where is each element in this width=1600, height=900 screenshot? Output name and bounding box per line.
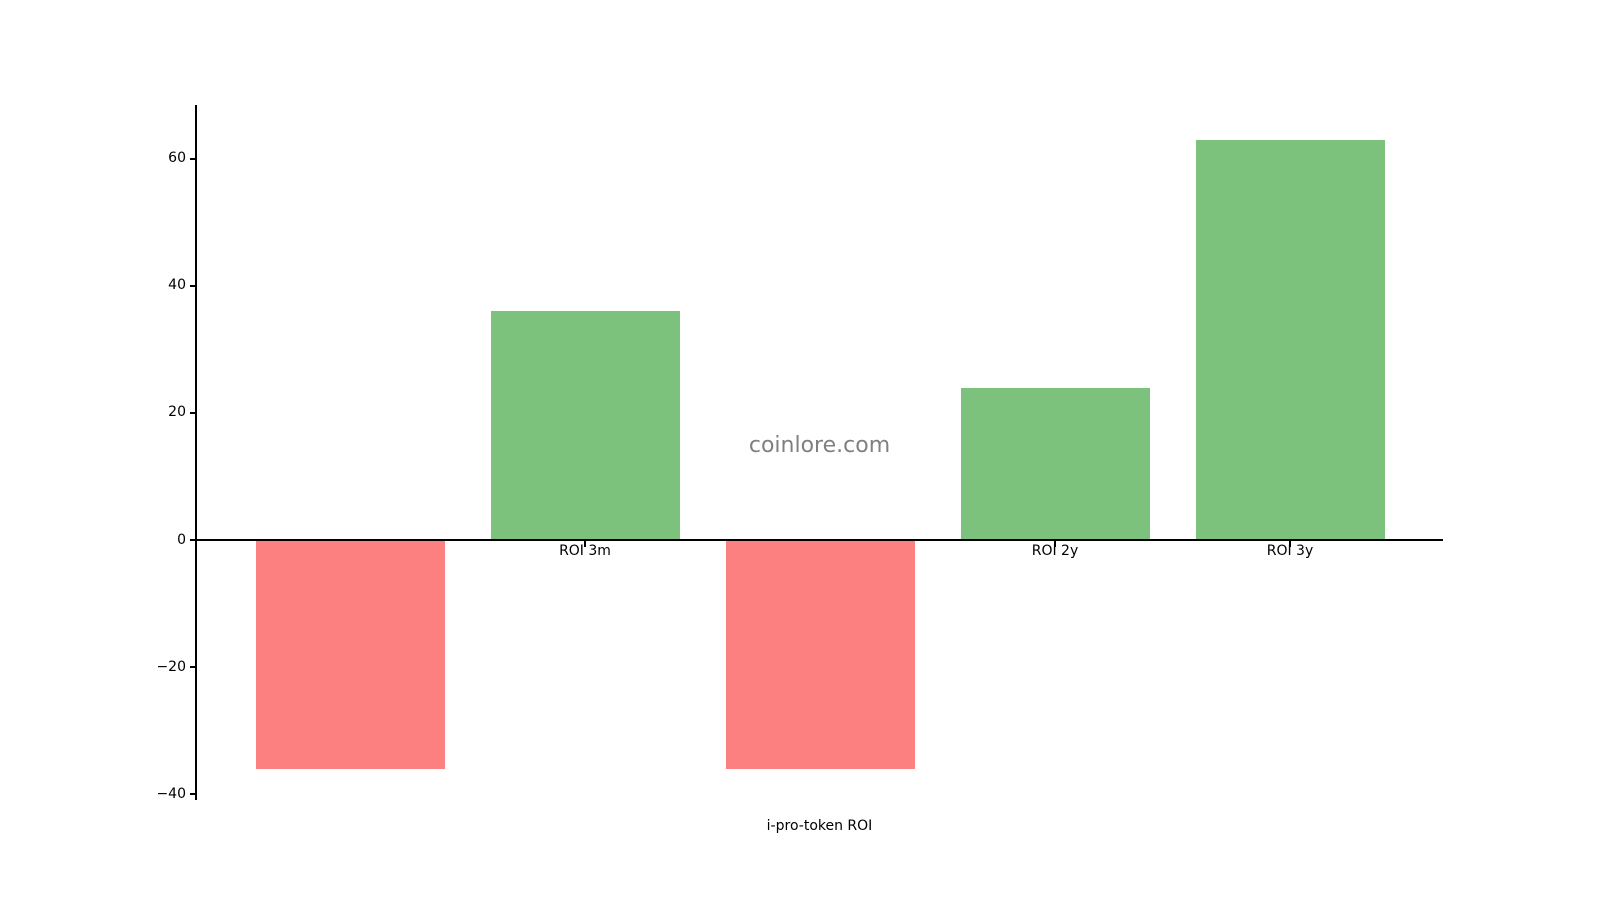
y-tick-label-5: −20 (156, 658, 186, 675)
watermark: coinlore.com (748, 433, 891, 458)
y-tick-1 (189, 158, 196, 160)
bar-3 (725, 540, 915, 769)
y-tick-label-3: 20 (168, 404, 186, 421)
y-tick-label-1: 60 (168, 150, 186, 167)
y-tick-label-2: 40 (168, 277, 186, 294)
x-tick-label-roi-3y: ROI 3y (1266, 543, 1314, 559)
bar-1 (255, 540, 445, 769)
x-tick-5 (1289, 540, 1291, 547)
x-tick-label-roi-2y: ROI 2y (1031, 543, 1079, 559)
x-tick-4 (1054, 540, 1056, 547)
y-tick-2 (189, 285, 196, 287)
bar-roi-3m (490, 311, 680, 540)
y-tick-3 (189, 412, 196, 414)
y-tick-label-4: 0 (177, 531, 186, 548)
bar-roi-2y (960, 387, 1150, 540)
y-axis-spine (195, 105, 197, 800)
x-axis-zero-line (196, 539, 1443, 541)
y-tick-label-6: −40 (156, 785, 186, 802)
y-tick-6 (189, 793, 196, 795)
x-tick-label-roi-3m: ROI 3m (559, 543, 611, 559)
x-tick-2 (584, 540, 586, 547)
y-tick-5 (189, 666, 196, 668)
y-tick-4 (189, 539, 196, 541)
bar-roi-3y (1195, 139, 1385, 540)
x-axis-title: i-pro-token ROI (766, 818, 873, 834)
